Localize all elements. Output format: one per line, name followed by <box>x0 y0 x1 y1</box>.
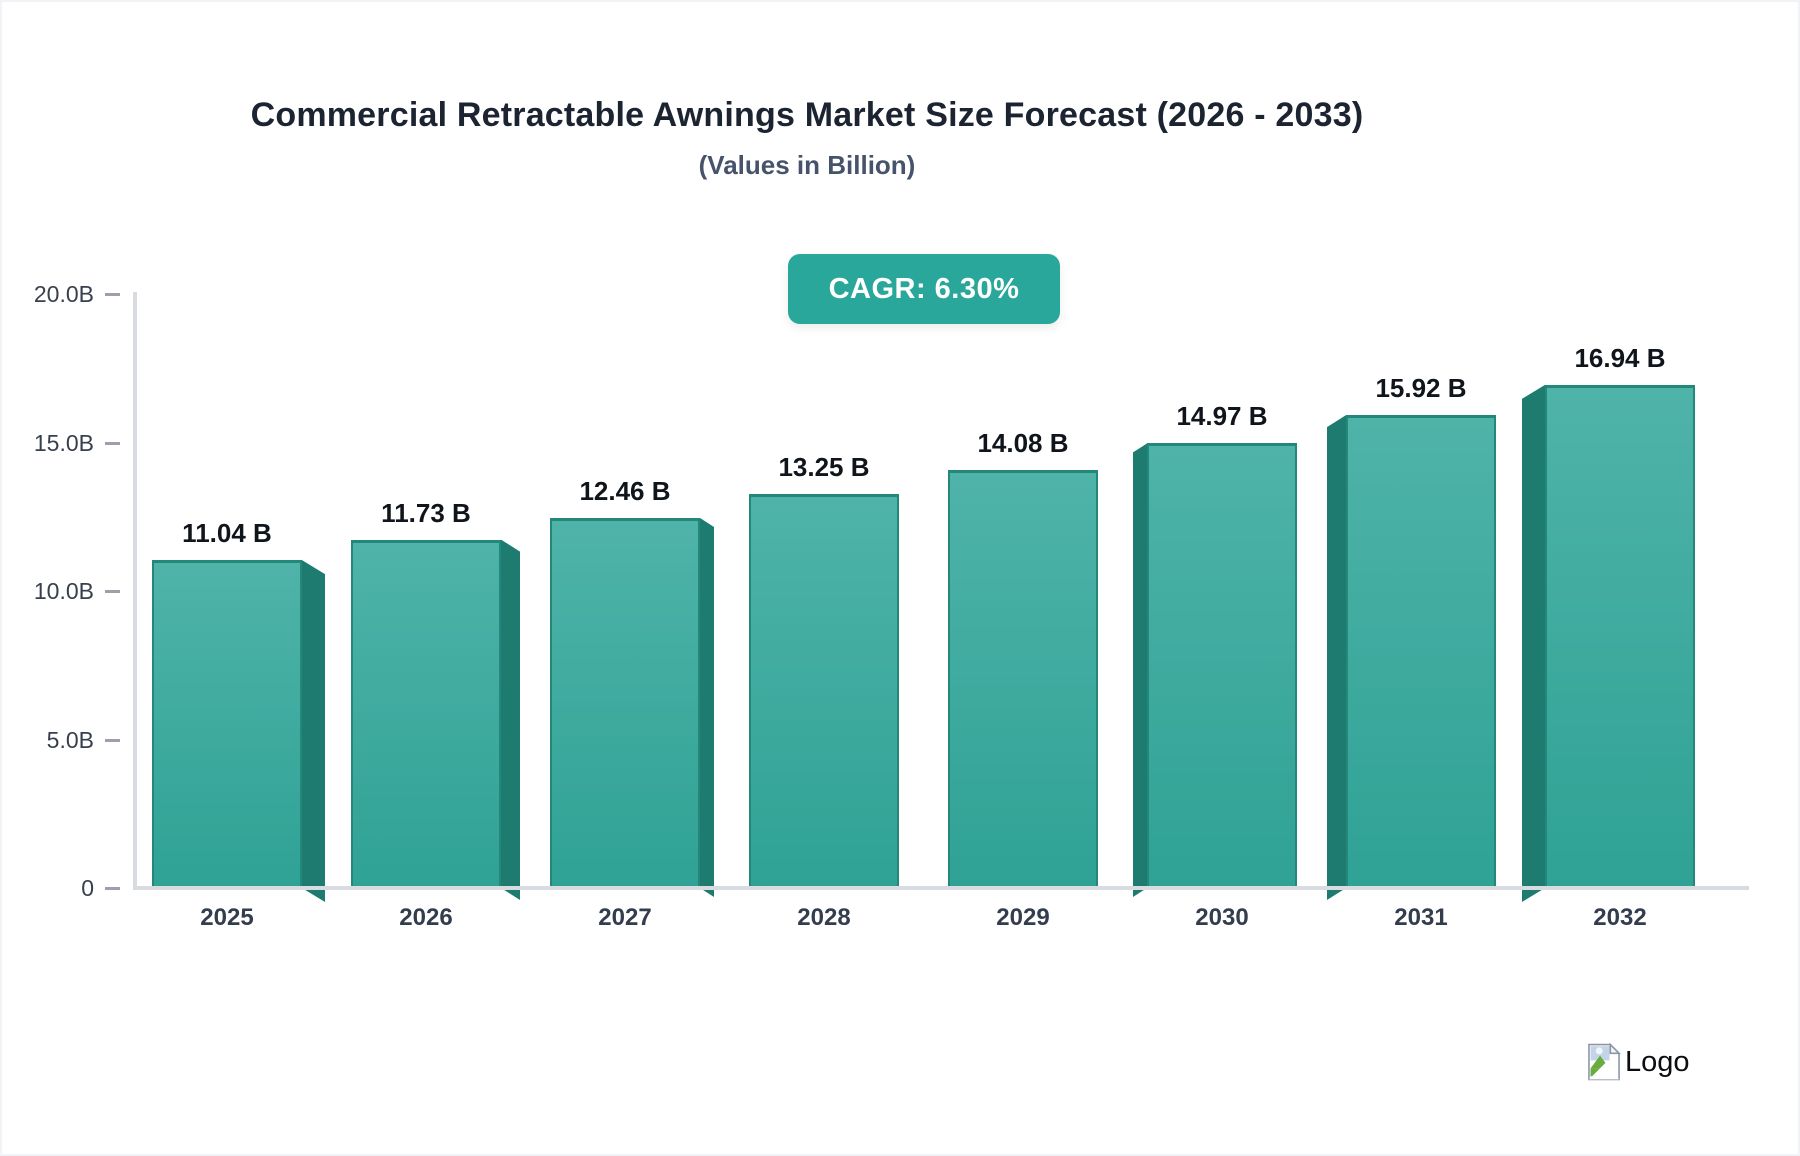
x-category-label: 2030 <box>1195 904 1249 931</box>
bar-value-label: 13.25 B <box>778 452 870 483</box>
y-tick-label: 10.0B <box>33 578 94 604</box>
logo-text: Logo <box>1625 1045 1690 1078</box>
bar-side-face <box>700 517 714 897</box>
bar-value-label: 12.46 B <box>579 475 671 506</box>
y-tick-mark <box>105 738 120 742</box>
bar-2030 <box>1147 443 1297 888</box>
bar-value-label: 14.08 B <box>977 427 1069 458</box>
x-category-label: 2027 <box>598 904 652 931</box>
bar-2026 <box>351 539 501 888</box>
y-tick-mark <box>105 441 120 445</box>
bar-value-label: 15.92 B <box>1375 373 1467 404</box>
bar-side-face <box>1133 443 1147 897</box>
x-category-label: 2026 <box>399 904 453 931</box>
bar-side-face <box>1327 415 1346 900</box>
bar-side-face <box>501 539 520 900</box>
bar-2025 <box>152 560 302 888</box>
broken-image-icon <box>1585 1042 1623 1082</box>
x-category-label: 2025 <box>200 904 254 931</box>
y-tick-label: 20.0B <box>33 281 94 307</box>
y-tick-label: 5.0B <box>46 726 94 753</box>
bar-2032 <box>1545 384 1695 888</box>
y-axis-line <box>133 292 137 890</box>
x-category-label: 2028 <box>797 904 851 931</box>
x-category-label: 2032 <box>1593 904 1647 931</box>
bar-2029 <box>948 469 1098 888</box>
chart-title: Commercial Retractable Awnings Market Si… <box>250 96 1364 134</box>
bar-value-label: 11.73 B <box>381 497 471 528</box>
bar-2027 <box>550 517 700 888</box>
x-axis-line <box>133 886 1749 890</box>
y-tick-mark <box>105 293 120 296</box>
logo: Logo <box>1585 1042 1690 1082</box>
bar-2028 <box>749 494 899 888</box>
bar-value-label: 11.04 B <box>182 518 272 549</box>
x-category-label: 2029 <box>996 904 1050 931</box>
bar-value-label: 16.94 B <box>1574 342 1666 373</box>
y-tick-mark <box>105 887 120 890</box>
bar-side-face <box>302 560 325 902</box>
bar-2031 <box>1346 415 1496 888</box>
cagr-badge: CAGR: 6.30% <box>788 254 1060 324</box>
x-category-label: 2031 <box>1394 904 1448 931</box>
bar-side-face <box>1522 384 1545 902</box>
y-tick-label: 0 <box>81 875 94 901</box>
chart-subtitle: (Values in Billion) <box>698 150 916 180</box>
y-tick-mark <box>105 590 120 593</box>
y-tick-label: 15.0B <box>33 429 94 456</box>
bar-value-label: 14.97 B <box>1176 401 1268 432</box>
